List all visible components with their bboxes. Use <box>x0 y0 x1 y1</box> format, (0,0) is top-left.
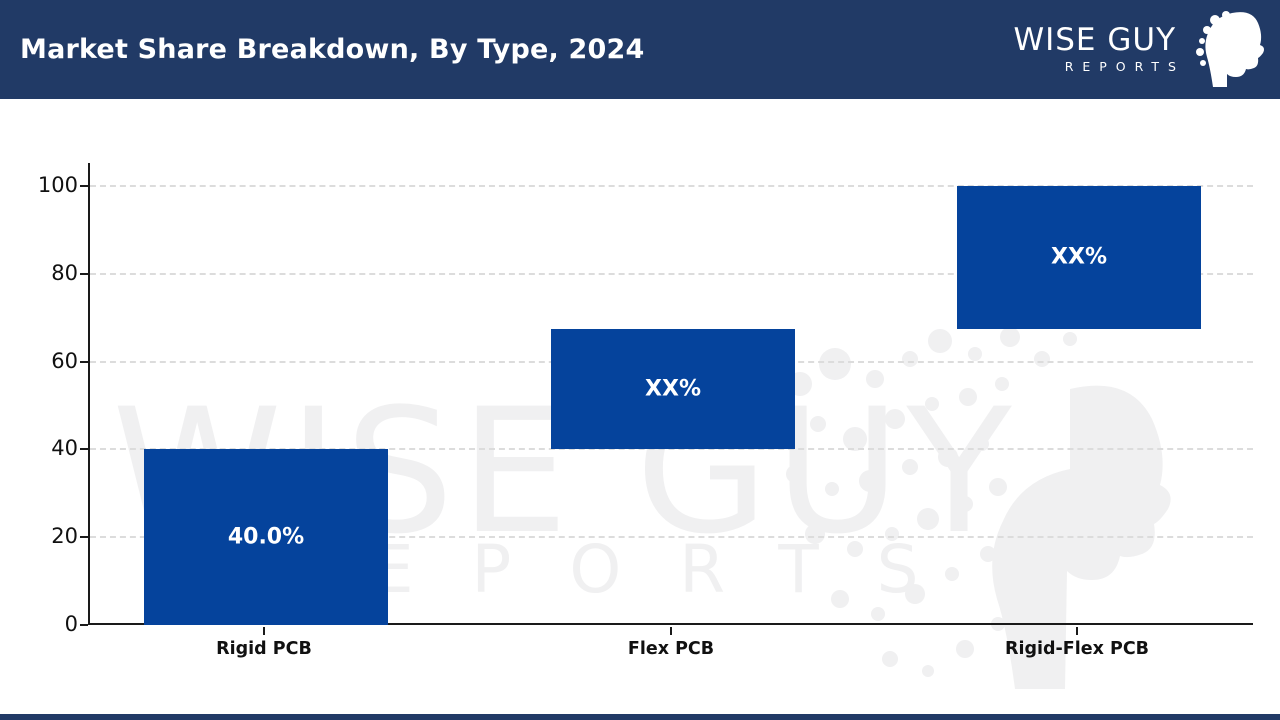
x-category-label: Rigid PCB <box>216 639 312 659</box>
y-tick-mark <box>80 272 88 275</box>
bar-rigid-pcb: 40.0% <box>144 449 388 625</box>
brand-logo-text: WISE GUY REPORTS <box>1013 22 1176 75</box>
gridline <box>90 448 1253 451</box>
x-category-label: Rigid-Flex PCB <box>1005 639 1149 659</box>
bar-flex-pcb: XX% <box>551 328 795 450</box>
gridline <box>90 185 1253 187</box>
bar-value-label: 40.0% <box>227 524 305 550</box>
bar-value-label: XX% <box>645 376 701 402</box>
brand-subname: REPORTS <box>1064 59 1185 74</box>
x-tick-mark <box>263 627 265 635</box>
y-tick-label: 0 <box>64 611 78 636</box>
header-bar: Market Share Breakdown, By Type, 2024 WI… <box>0 0 1280 99</box>
y-tick-mark <box>80 624 88 626</box>
gridline <box>90 272 1253 275</box>
bar-rigid-flex-pcb: XX% <box>957 186 1201 329</box>
face-dots-logo-icon <box>1196 10 1264 87</box>
y-tick-label: 60 <box>51 348 78 373</box>
y-tick-mark <box>80 185 88 187</box>
footer-bar <box>0 714 1280 720</box>
page-title: Market Share Breakdown, By Type, 2024 <box>20 34 645 65</box>
x-tick-mark <box>1076 627 1078 635</box>
y-tick-label: 100 <box>37 172 78 197</box>
gridline <box>90 536 1253 539</box>
y-tick-label: 80 <box>51 260 78 285</box>
plot-area: 40.0% XX% XX% <box>88 163 1253 625</box>
y-tick-label: 20 <box>51 523 78 548</box>
bar-value-label: XX% <box>1051 244 1107 270</box>
brand-logo: WISE GUY REPORTS <box>1013 7 1280 93</box>
y-tick-mark <box>80 536 88 539</box>
x-category-label: Flex PCB <box>627 639 715 659</box>
x-tick-mark <box>670 627 672 635</box>
y-tick-mark <box>80 448 88 451</box>
y-tick-label: 40 <box>51 436 78 461</box>
brand-name: WISE GUY <box>1013 22 1176 58</box>
y-tick-mark <box>80 360 88 363</box>
